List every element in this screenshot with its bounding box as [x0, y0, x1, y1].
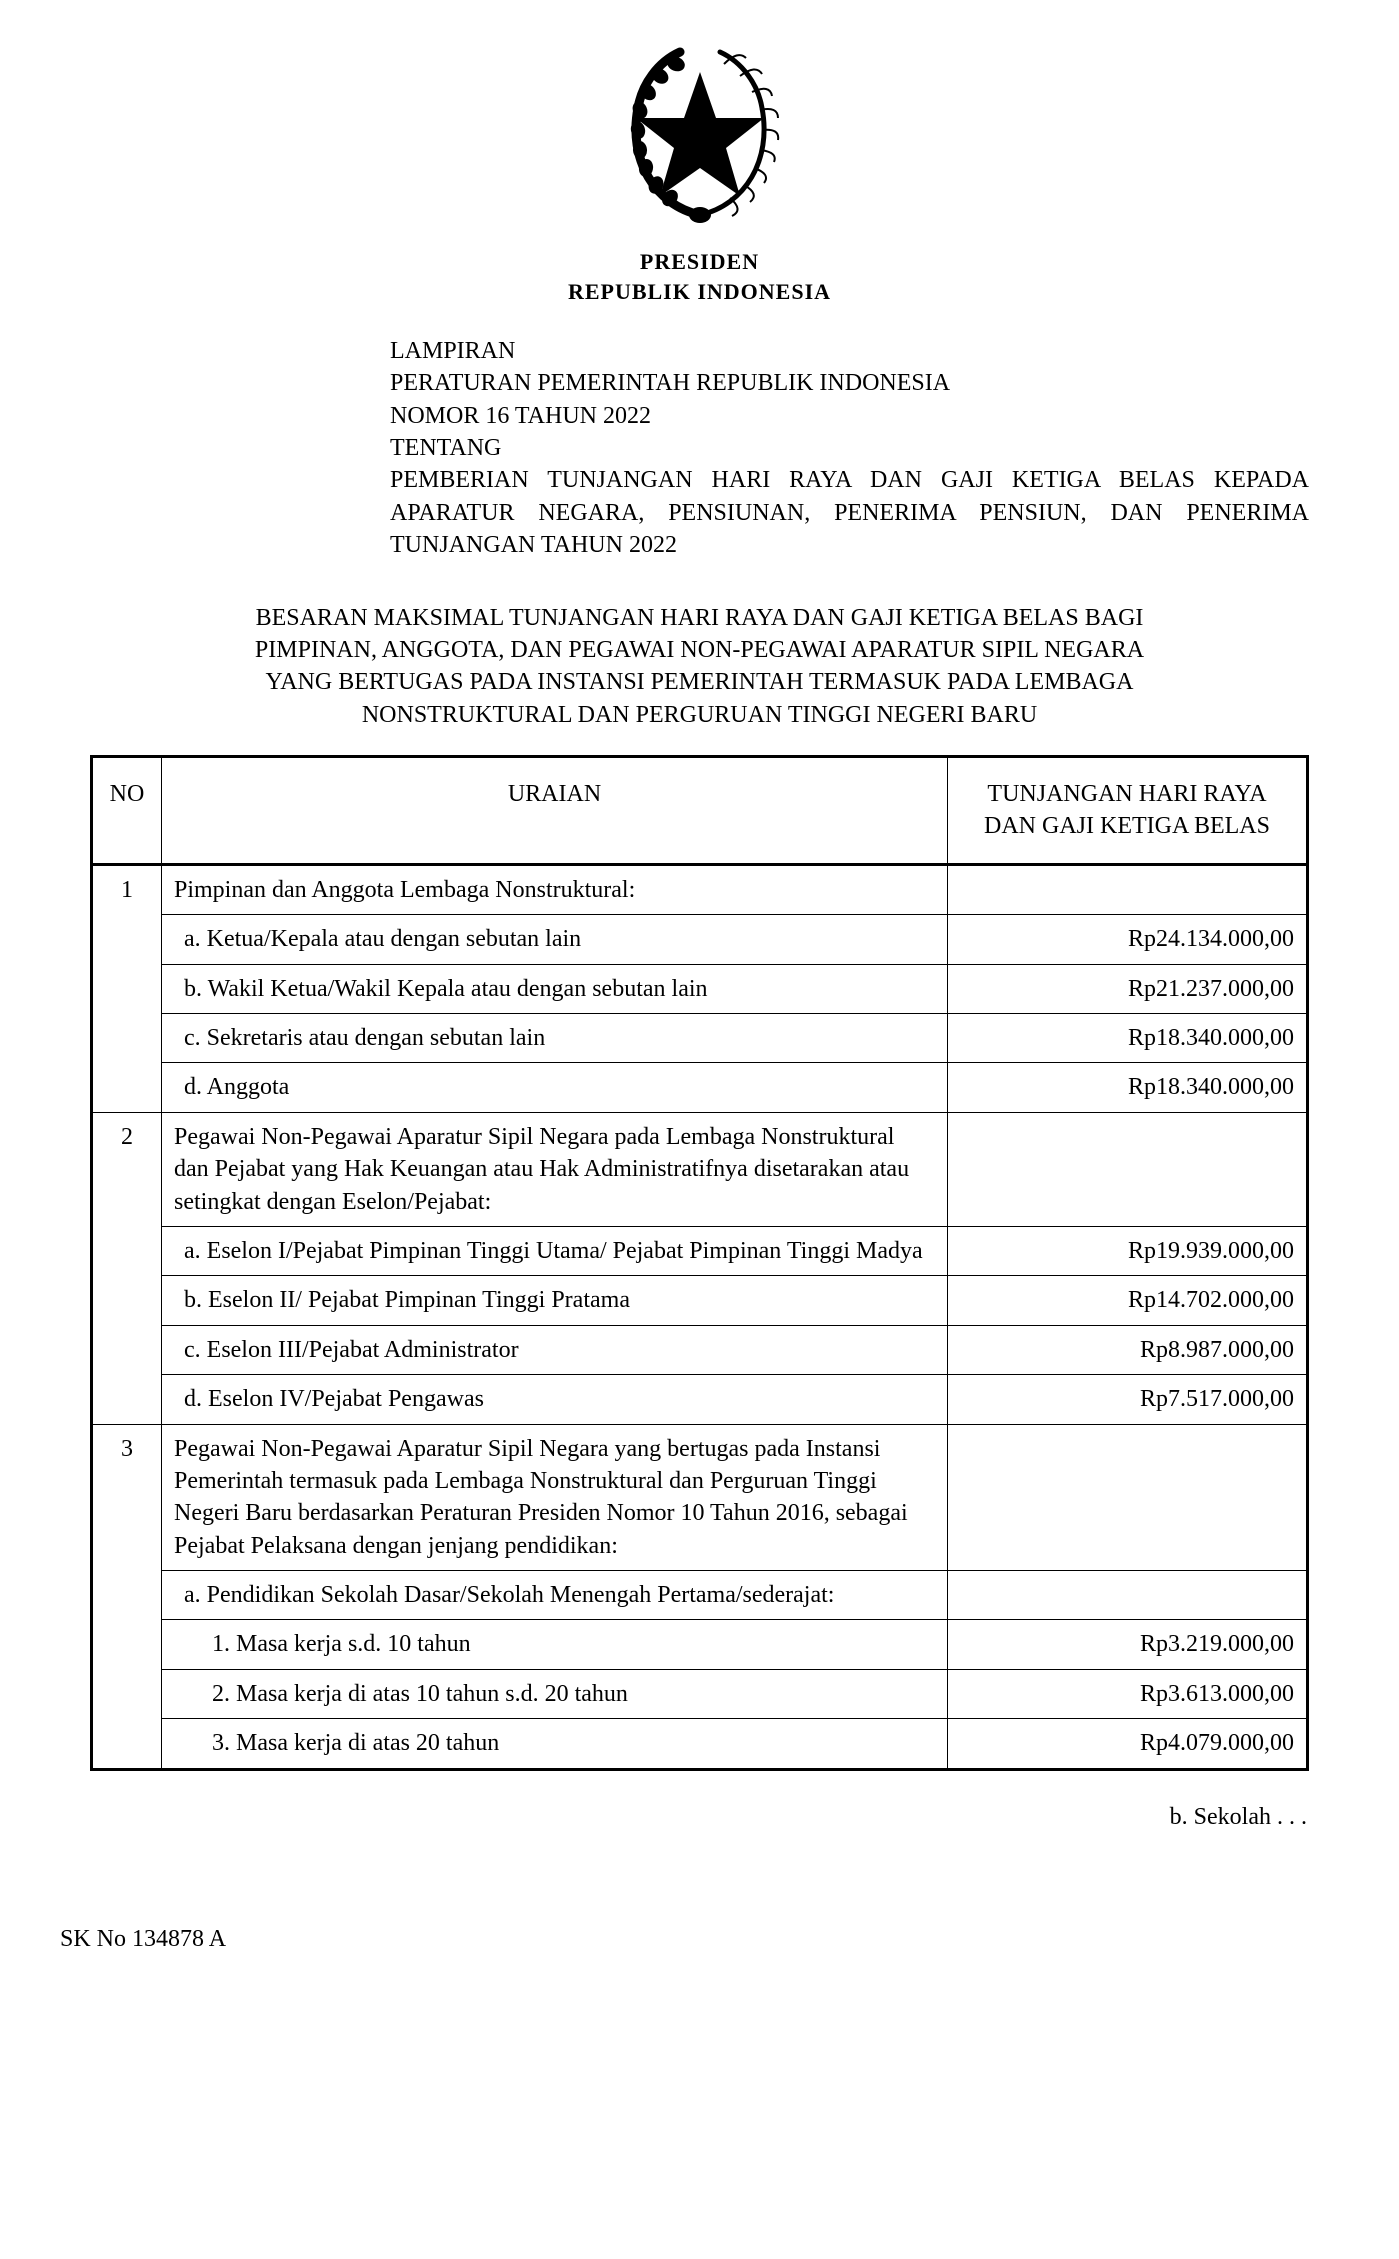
table-row: 3 Pegawai Non-Pegawai Aparatur Sipil Neg… — [92, 1424, 1308, 1571]
cell-amount: Rp7.517.000,00 — [948, 1375, 1308, 1424]
table-header-row: NO URAIAN TUNJANGAN HARI RAYA DAN GAJI K… — [92, 757, 1308, 865]
cell-uraian: d. Anggota — [162, 1063, 948, 1112]
table-row: d. Anggota Rp18.340.000,00 — [92, 1063, 1308, 1112]
heading-line-3: YANG BERTUGAS PADA INSTANSI PEMERINTAH T… — [90, 666, 1309, 698]
cell-uraian: c. Sekretaris atau dengan sebutan lain — [162, 1014, 948, 1063]
table-row: a. Eselon I/Pejabat Pimpinan Tinggi Utam… — [92, 1226, 1308, 1275]
sk-number: SK No 134878 A — [60, 1923, 1339, 1955]
cell-uraian: a. Eselon I/Pejabat Pimpinan Tinggi Utam… — [162, 1226, 948, 1275]
cell-uraian: d. Eselon IV/Pejabat Pengawas — [162, 1375, 948, 1424]
table-row: b. Eselon II/ Pejabat Pimpinan Tinggi Pr… — [92, 1276, 1308, 1325]
cell-uraian: Pegawai Non-Pegawai Aparatur Sipil Negar… — [162, 1112, 948, 1226]
cell-no-1: 1 — [92, 864, 162, 1112]
cell-amount: Rp8.987.000,00 — [948, 1325, 1308, 1374]
heading-line-1: BESARAN MAKSIMAL TUNJANGAN HARI RAYA DAN… — [90, 602, 1309, 634]
heading-line-2: PIMPINAN, ANGGOTA, DAN PEGAWAI NON-PEGAW… — [90, 634, 1309, 666]
lampiran-header-block: LAMPIRAN PERATURAN PEMERINTAH REPUBLIK I… — [390, 335, 1309, 562]
cell-uraian: Pegawai Non-Pegawai Aparatur Sipil Negar… — [162, 1424, 948, 1571]
lampiran-line-2: PERATURAN PEMERINTAH REPUBLIK INDONESIA — [390, 367, 1309, 399]
garuda-star-emblem-icon — [600, 40, 800, 230]
cell-amount — [948, 1112, 1308, 1226]
lampiran-line-1: LAMPIRAN — [390, 335, 1309, 367]
cell-uraian: Pimpinan dan Anggota Lembaga Nonstruktur… — [162, 864, 948, 914]
table-row: 2 Pegawai Non-Pegawai Aparatur Sipil Neg… — [92, 1112, 1308, 1226]
cell-amount: Rp3.613.000,00 — [948, 1669, 1308, 1718]
table-row: b. Wakil Ketua/Wakil Kepala atau dengan … — [92, 964, 1308, 1013]
table-row: d. Eselon IV/Pejabat Pengawas Rp7.517.00… — [92, 1375, 1308, 1424]
cell-amount: Rp19.939.000,00 — [948, 1226, 1308, 1275]
cell-amount — [948, 1424, 1308, 1571]
cell-amount: Rp4.079.000,00 — [948, 1719, 1308, 1769]
cell-amount: Rp18.340.000,00 — [948, 1014, 1308, 1063]
cell-uraian: b. Wakil Ketua/Wakil Kepala atau dengan … — [162, 964, 948, 1013]
cell-uraian: 2. Masa kerja di atas 10 tahun s.d. 20 t… — [162, 1669, 948, 1718]
lampiran-line-4: TENTANG — [390, 432, 1309, 464]
cell-uraian: b. Eselon II/ Pejabat Pimpinan Tinggi Pr… — [162, 1276, 948, 1325]
presiden-subtitle: REPUBLIK INDONESIA — [60, 277, 1339, 307]
cell-no-3: 3 — [92, 1424, 162, 1769]
national-emblem: PRESIDEN REPUBLIK INDONESIA — [60, 40, 1339, 307]
cell-uraian: c. Eselon III/Pejabat Administrator — [162, 1325, 948, 1374]
lampiran-line-5: PEMBERIAN TUNJANGAN HARI RAYA DAN GAJI K… — [390, 464, 1309, 561]
table-row: 1. Masa kerja s.d. 10 tahun Rp3.219.000,… — [92, 1620, 1308, 1669]
cell-amount: Rp18.340.000,00 — [948, 1063, 1308, 1112]
th-uraian: URAIAN — [162, 757, 948, 865]
allowance-table: NO URAIAN TUNJANGAN HARI RAYA DAN GAJI K… — [90, 755, 1309, 1771]
cell-uraian: 1. Masa kerja s.d. 10 tahun — [162, 1620, 948, 1669]
cell-no-2: 2 — [92, 1112, 162, 1424]
cell-amount: Rp14.702.000,00 — [948, 1276, 1308, 1325]
cell-uraian: a. Pendidikan Sekolah Dasar/Sekolah Mene… — [162, 1571, 948, 1620]
table-row: c. Eselon III/Pejabat Administrator Rp8.… — [92, 1325, 1308, 1374]
table-row: 2. Masa kerja di atas 10 tahun s.d. 20 t… — [92, 1669, 1308, 1718]
cell-uraian: 3. Masa kerja di atas 20 tahun — [162, 1719, 948, 1769]
cell-amount — [948, 1571, 1308, 1620]
catchword: b. Sekolah . . . — [60, 1801, 1307, 1833]
cell-amount: Rp21.237.000,00 — [948, 964, 1308, 1013]
th-amount: TUNJANGAN HARI RAYA DAN GAJI KETIGA BELA… — [948, 757, 1308, 865]
table-row: a. Pendidikan Sekolah Dasar/Sekolah Mene… — [92, 1571, 1308, 1620]
table-row: 1 Pimpinan dan Anggota Lembaga Nonstrukt… — [92, 864, 1308, 914]
table-row: c. Sekretaris atau dengan sebutan lain R… — [92, 1014, 1308, 1063]
table-row: 3. Masa kerja di atas 20 tahun Rp4.079.0… — [92, 1719, 1308, 1769]
cell-amount: Rp24.134.000,00 — [948, 915, 1308, 964]
cell-amount — [948, 864, 1308, 914]
heading-line-4: NONSTRUKTURAL DAN PERGURUAN TINGGI NEGER… — [90, 699, 1309, 731]
page-heading: BESARAN MAKSIMAL TUNJANGAN HARI RAYA DAN… — [90, 602, 1309, 732]
cell-uraian: a. Ketua/Kepala atau dengan sebutan lain — [162, 915, 948, 964]
presiden-title: PRESIDEN — [60, 247, 1339, 277]
cell-amount: Rp3.219.000,00 — [948, 1620, 1308, 1669]
table-row: a. Ketua/Kepala atau dengan sebutan lain… — [92, 915, 1308, 964]
lampiran-line-3: NOMOR 16 TAHUN 2022 — [390, 400, 1309, 432]
th-no: NO — [92, 757, 162, 865]
